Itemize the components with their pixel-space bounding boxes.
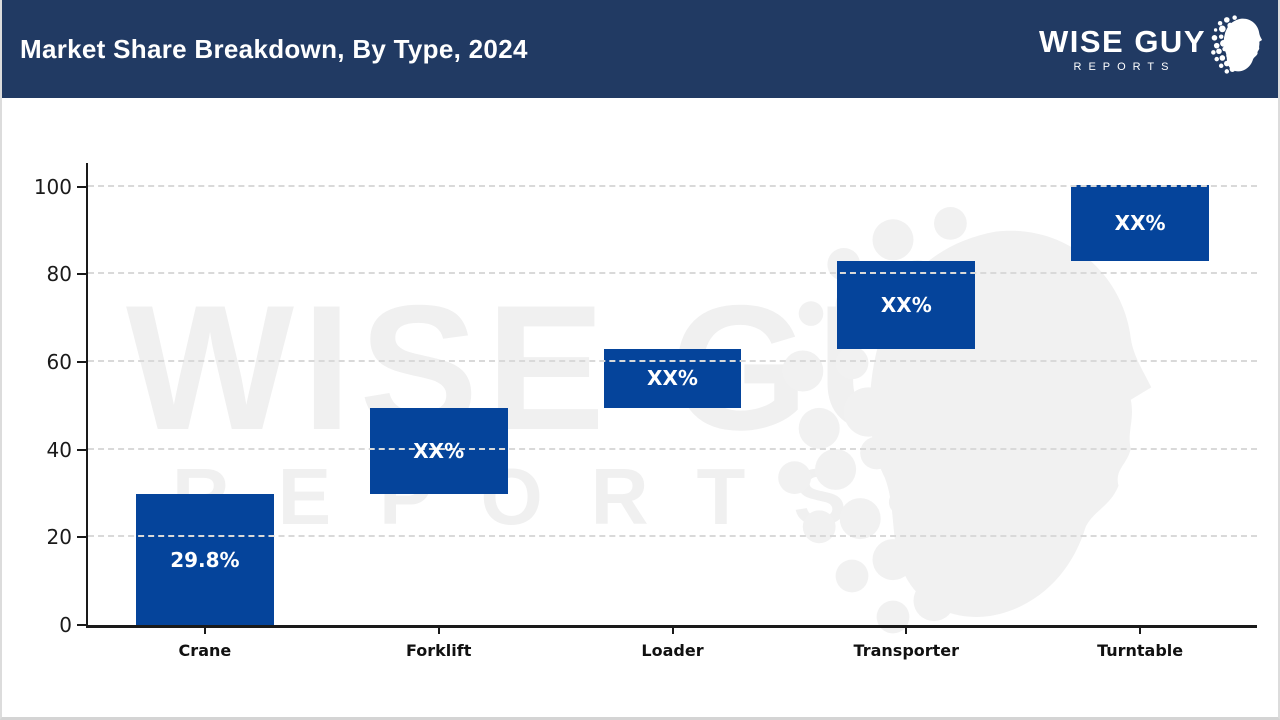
bar-value-label: 29.8% bbox=[170, 547, 240, 572]
bar-value-label: XX% bbox=[880, 293, 932, 318]
bar-value-label: XX% bbox=[1114, 211, 1166, 236]
y-tick-label: 100 bbox=[33, 174, 72, 199]
x-category-label-crane: Crane bbox=[178, 641, 232, 660]
bar-loader bbox=[603, 348, 742, 409]
gridline-40 bbox=[88, 447, 1257, 450]
header-bar: Market Share Breakdown, By Type, 2024 WI… bbox=[0, 0, 1280, 98]
x-tick-mark bbox=[203, 627, 206, 634]
brand-logo-text: WISE GUY REPORTS bbox=[1038, 23, 1206, 73]
x-tick-mark bbox=[437, 627, 440, 634]
brand-name: WISE GUY bbox=[1038, 23, 1206, 59]
page-title: Market Share Breakdown, By Type, 2024 bbox=[20, 33, 528, 64]
gridline-80 bbox=[88, 272, 1257, 275]
y-tick-mark bbox=[77, 536, 86, 539]
bar-crane bbox=[135, 494, 274, 625]
y-tick-mark bbox=[77, 273, 86, 276]
brand-subtitle: REPORTS bbox=[1073, 60, 1176, 73]
y-tick-mark bbox=[77, 361, 86, 364]
waterfall-chart: 29.8% XX% XX% XX% XX% 0 20 40 60 80 100 Crane Forkli… bbox=[34, 163, 1257, 660]
bar-forklift bbox=[369, 408, 508, 495]
bar-value-label: XX% bbox=[413, 439, 465, 464]
dotted-head-icon bbox=[1210, 9, 1266, 89]
bar-transporter bbox=[837, 261, 976, 349]
y-tick-mark bbox=[77, 624, 86, 626]
x-tick-mark bbox=[905, 627, 908, 634]
x-axis-line bbox=[86, 625, 1257, 628]
x-category-label-forklift: Forklift bbox=[405, 641, 472, 660]
gridline-20 bbox=[88, 535, 1257, 538]
y-tick-label: 80 bbox=[46, 262, 72, 287]
y-axis-line bbox=[86, 163, 88, 628]
x-category-label-transporter: Transporter bbox=[853, 641, 960, 660]
x-tick-mark bbox=[671, 627, 674, 634]
x-tick-mark bbox=[1139, 627, 1142, 634]
x-category-label-loader: Loader bbox=[641, 641, 704, 660]
brand-logo: WISE GUY REPORTS bbox=[1039, 9, 1266, 89]
gridline-60 bbox=[88, 360, 1257, 363]
y-tick-mark bbox=[77, 448, 86, 451]
bar-turntable bbox=[1071, 185, 1210, 262]
watermark-reports-text: REPORTS bbox=[172, 452, 895, 541]
x-category-label-turntable: Turntable bbox=[1097, 641, 1184, 660]
y-tick-label: 40 bbox=[46, 437, 72, 462]
bar-value-label: XX% bbox=[647, 366, 698, 391]
gridline-100 bbox=[88, 184, 1257, 187]
y-tick-label: 60 bbox=[46, 350, 72, 375]
y-tick-mark bbox=[77, 185, 86, 188]
y-tick-label: 20 bbox=[46, 525, 72, 550]
y-tick-label: 0 bbox=[59, 613, 72, 637]
